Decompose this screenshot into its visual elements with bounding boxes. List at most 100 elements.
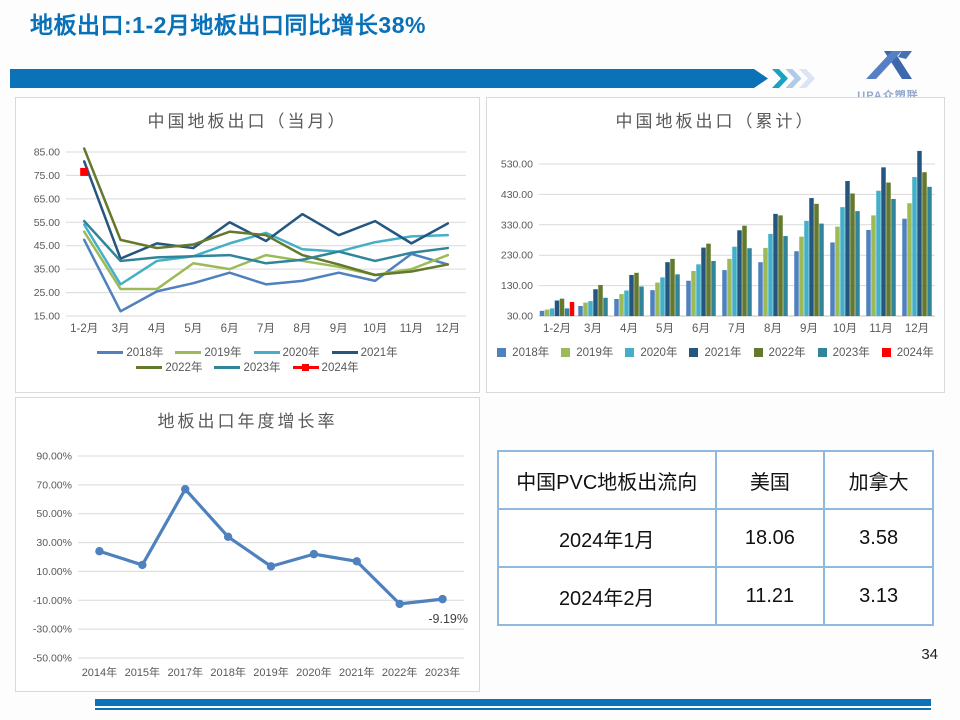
bar-2022年-7月 (742, 225, 747, 316)
bar-2019年-11月 (871, 215, 876, 316)
legend-item-2018年: 2018年 (97, 346, 163, 361)
svg-text:30.00: 30.00 (507, 311, 533, 323)
svg-text:2015年: 2015年 (125, 665, 160, 679)
bar-2022年-11月 (886, 182, 891, 316)
svg-text:12月: 12月 (436, 323, 460, 335)
bar-2022年-6月 (706, 243, 711, 316)
growth-data-label: -9.19% (428, 612, 468, 626)
svg-text:2022年: 2022年 (382, 665, 417, 679)
monthly-chart-title: 中国地板出口（当月） (147, 112, 348, 131)
bar-2023年-8月 (783, 236, 788, 316)
svg-text:7月: 7月 (257, 323, 275, 335)
bar-2021年-9月 (809, 198, 814, 316)
logo-icon (866, 51, 912, 79)
legend-item-2022年: 2022年 (136, 361, 202, 376)
bar-2018年-11月 (866, 229, 871, 316)
bar-2022年-3月 (598, 284, 603, 316)
svg-text:6月: 6月 (692, 323, 710, 335)
chevron-icon (785, 69, 802, 88)
pvc-flow-table: 中国PVC地板出流向 美国 加拿大 2024年1月 18.06 3.58 2024年2月 11… (497, 450, 934, 626)
svg-text:2020年: 2020年 (296, 665, 331, 679)
svg-text:5月: 5月 (656, 323, 674, 335)
series-2021年 (82, 160, 450, 260)
bar-2021年-8月 (773, 213, 778, 316)
svg-text:2014年: 2014年 (82, 665, 117, 679)
bar-2020年-12月 (912, 177, 917, 316)
svg-text:5月: 5月 (184, 323, 202, 335)
table-header-row: 中国PVC地板出流向 美国 加拿大 (497, 450, 934, 510)
svg-text:3月: 3月 (112, 323, 130, 335)
svg-text:2021年: 2021年 (339, 665, 374, 679)
bar-2018年-4月 (614, 298, 619, 316)
series-2024年 (80, 167, 89, 176)
legend-item-2023年: 2023年 (817, 346, 870, 361)
svg-text:330.00: 330.00 (501, 219, 533, 231)
svg-text:-30.00%: -30.00% (33, 624, 72, 636)
bar-2018年-12月 (902, 218, 907, 316)
header-bar-shape (10, 69, 768, 88)
svg-text:8月: 8月 (764, 323, 782, 335)
bar-2023年-9月 (819, 223, 824, 316)
svg-text:12月: 12月 (905, 323, 929, 335)
svg-text:85.00: 85.00 (34, 147, 60, 159)
bar-2020年-6月 (696, 264, 701, 316)
growth-series (95, 484, 447, 609)
bar-2023年-7月 (747, 248, 752, 316)
footer-rule-thin (95, 708, 931, 710)
cumulative-bar-chart: 30.00 130.00 230.00 330.00 430.00 530.00 1-2月 3… (501, 150, 935, 335)
growth-line-chart: 90.00% 70.00% 50.00% 30.00% 10.00% -10.00% -30… (33, 451, 468, 680)
legend-item-2018年: 2018年 (497, 346, 549, 361)
svg-text:430.00: 430.00 (501, 189, 533, 201)
svg-text:2018年: 2018年 (210, 665, 245, 679)
bar-2019年-1-2月 (544, 309, 550, 316)
legend-item-2020年: 2020年 (625, 346, 677, 361)
series-2023年 (82, 219, 450, 265)
svg-text:130.00: 130.00 (501, 280, 533, 292)
bar-2021年-11月 (881, 167, 886, 316)
svg-text:7月: 7月 (728, 323, 746, 335)
bar-2021年-7月 (737, 230, 742, 316)
svg-text:1-2月: 1-2月 (70, 323, 98, 335)
svg-text:9月: 9月 (330, 323, 348, 335)
bar-2018年-7月 (722, 270, 727, 316)
bar-2019年-10月 (835, 226, 840, 316)
bar-2018年-9月 (794, 251, 799, 316)
svg-text:55.00: 55.00 (34, 217, 60, 229)
bar-2021年-6月 (701, 247, 706, 316)
panel-growth-rate-chart: 地板出口年度增长率 90.00% 70.00% 50.00% 30.00% 10.00%… (15, 397, 480, 692)
monthly-chart-legend: 2018年 2019年 2020年 2021年 2022年 2023年 2024年 (16, 346, 479, 376)
svg-text:-10.00%: -10.00% (33, 595, 72, 607)
svg-text:25.00: 25.00 (34, 287, 60, 299)
bar-2023年-6月 (711, 260, 716, 316)
svg-text:50.00%: 50.00% (36, 508, 72, 520)
bar-2018年-1-2月 (539, 310, 545, 316)
table-cell: 11.21 (714, 566, 826, 626)
bar-2020年-4月 (624, 290, 629, 316)
bar-2022年-10月 (850, 193, 855, 316)
bar-2020年-8月 (768, 233, 773, 316)
svg-text:75.00: 75.00 (34, 170, 60, 182)
bar-2019年-4月 (619, 294, 624, 316)
bar-2020年-1-2月 (549, 308, 555, 316)
svg-text:8月: 8月 (293, 323, 311, 335)
svg-text:-50.00%: -50.00% (33, 653, 72, 665)
bar-2020年-7月 (732, 246, 737, 316)
bar-2023年-10月 (855, 211, 860, 316)
svg-text:9月: 9月 (800, 323, 818, 335)
bar-2022年-12月 (922, 172, 927, 316)
logo: UPA众塑联 (832, 48, 944, 103)
bar-2023年-11月 (891, 198, 896, 316)
bar-2018年-3月 (578, 305, 583, 316)
table-row: 2024年2月 11.21 3.13 (497, 566, 934, 626)
svg-text:65.00: 65.00 (34, 193, 60, 205)
growth-axes: 90.00% 70.00% 50.00% 30.00% 10.00% -10.00% -30… (33, 451, 464, 679)
bar-2018年-8月 (758, 262, 763, 316)
bar-2022年-9月 (814, 203, 819, 316)
table-cell: 2024年1月 (497, 508, 717, 568)
panel-monthly-export-chart: 中国地板出口（当月） 15.00 25.00 35.00 45.00 55.00 65.0… (15, 97, 480, 393)
footer-rule-thick (95, 699, 931, 706)
svg-text:45.00: 45.00 (34, 240, 60, 252)
svg-text:3月: 3月 (584, 323, 602, 335)
table-row: 2024年1月 18.06 3.58 (497, 508, 934, 568)
svg-text:2023年: 2023年 (425, 665, 460, 679)
